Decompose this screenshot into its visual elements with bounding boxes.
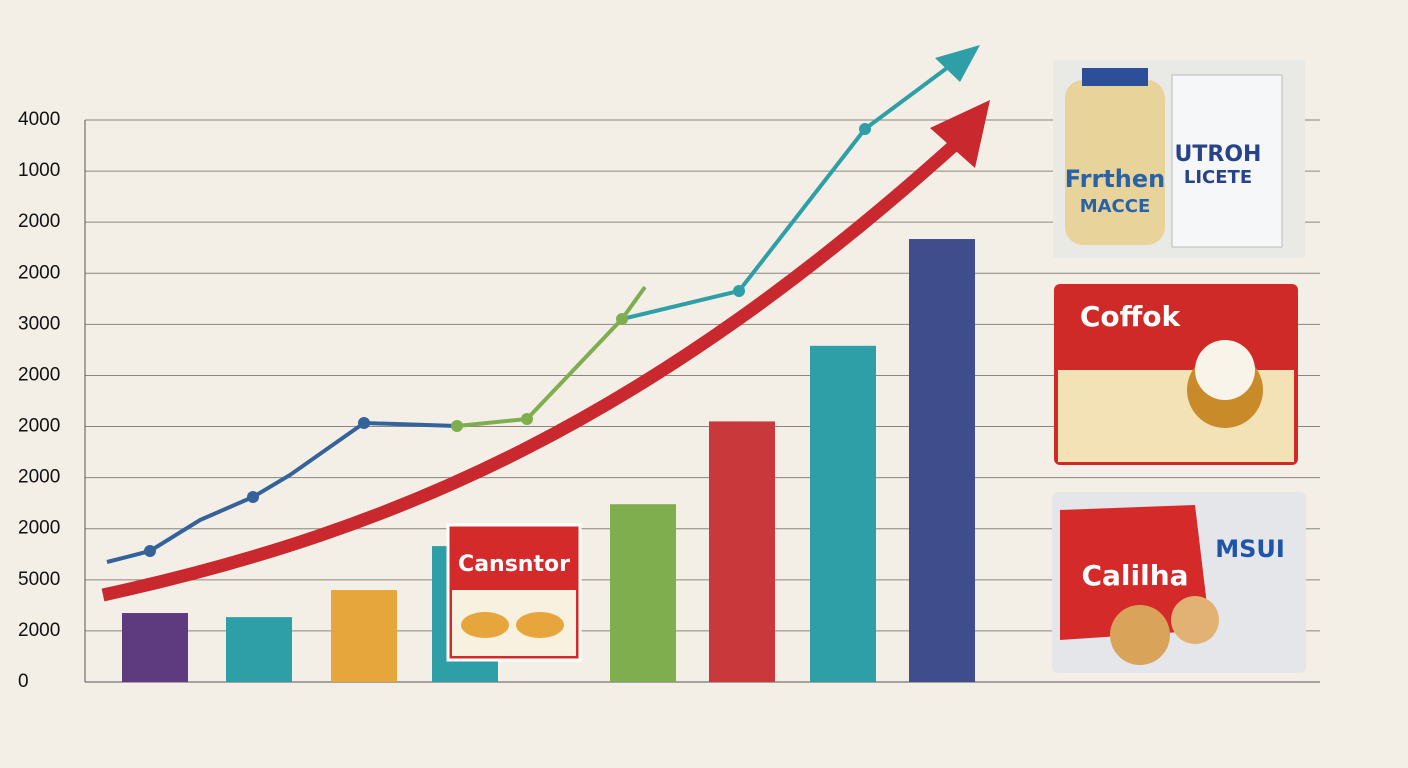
bar [610, 504, 676, 682]
markers [144, 123, 871, 557]
brand: Calilha [1081, 559, 1188, 592]
y-tick-label: 2000 [18, 364, 60, 385]
y-tick-label: 3000 [18, 313, 60, 334]
product-jugs: Frrthen MACCE UTROH LICETE [1053, 60, 1305, 258]
product-bag: Coffok [1054, 284, 1298, 465]
brand: Frrthen [1065, 165, 1165, 193]
y-tick-label: 2000 [18, 416, 60, 437]
trend-line [456, 285, 647, 428]
bar [810, 345, 876, 682]
y-tick-label: 4000 [18, 109, 60, 130]
y-tick-label: 2000 [18, 211, 60, 232]
y-tick-label: 2000 [18, 620, 60, 641]
y-tick-label: 0 [18, 671, 29, 692]
arrow-head [935, 45, 980, 82]
bar [909, 239, 975, 683]
brand: UTROH [1175, 142, 1262, 167]
y-tick-label: 2000 [18, 518, 60, 539]
bar [709, 421, 775, 682]
brand: Cansntor [458, 552, 570, 577]
brand: Coffok [1080, 300, 1182, 333]
y-tick-label: 2000 [18, 467, 60, 488]
product-bag: Calilha MSUI [1052, 492, 1306, 673]
bar [226, 617, 292, 682]
bar [331, 590, 397, 682]
trend-arrow [101, 135, 965, 602]
product-box: Cansntor [446, 523, 582, 662]
y-tick-label: 5000 [18, 569, 60, 590]
trend-line [621, 60, 957, 321]
y-tick-label: 1000 [18, 160, 60, 181]
brand-sub: LICETE [1184, 167, 1252, 188]
brand-sub: MSUI [1215, 535, 1285, 563]
bar [122, 613, 188, 682]
brand-sub: MACCE [1080, 196, 1151, 217]
arrow-head [930, 100, 990, 168]
y-tick-label: 2000 [18, 262, 60, 283]
